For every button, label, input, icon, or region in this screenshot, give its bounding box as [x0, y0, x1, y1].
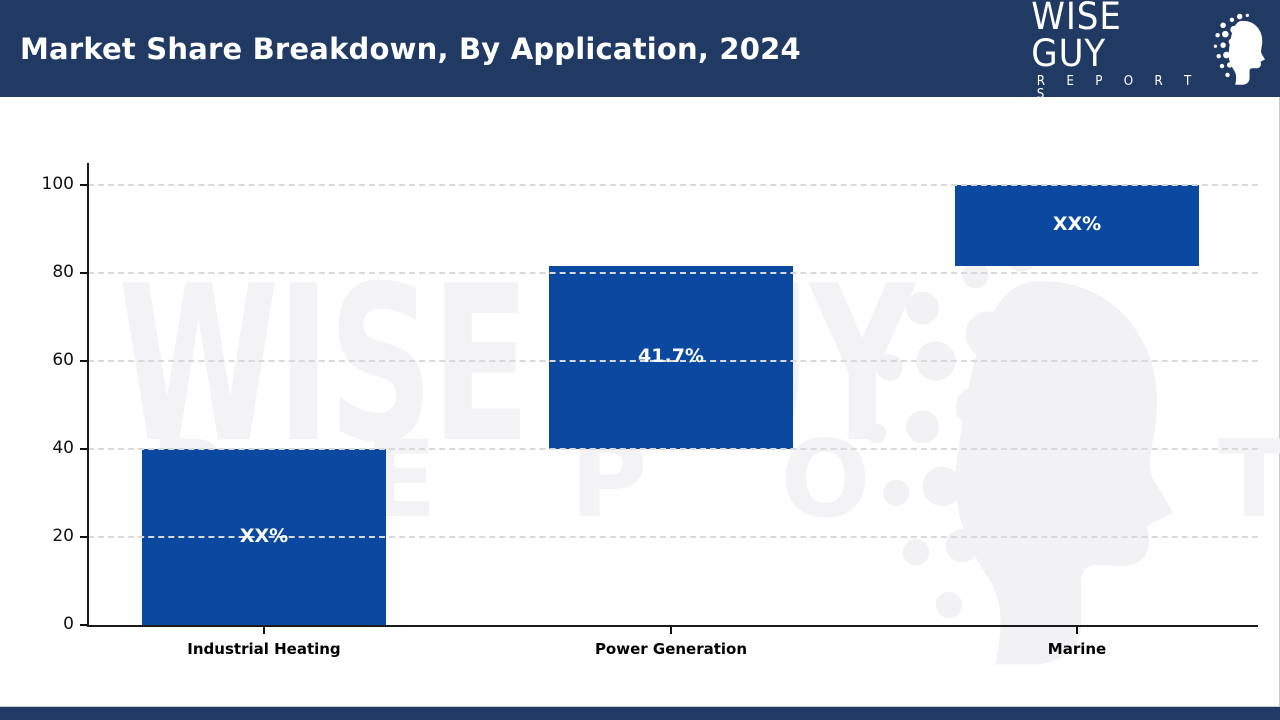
page-title: Market Share Breakdown, By Application, …	[20, 31, 801, 66]
watermark-head-icon	[866, 238, 1174, 665]
footer-bar	[0, 707, 1280, 720]
logo-text: WISE GUY R E P O R T S	[1031, 0, 1207, 101]
logo-subtitle: R E P O R T S	[1036, 73, 1201, 102]
logo-wordmark: WISE GUY	[1031, 0, 1122, 75]
header-bar: Market Share Breakdown, By Application, …	[0, 0, 1280, 101]
logo-head-icon	[1213, 13, 1265, 85]
footer-hairline	[0, 706, 1280, 707]
wise-guy-reports-logo: WISE GUY R E P O R T S	[1016, 0, 1266, 101]
watermark: WISE GUY R E P O R T S	[0, 97, 1280, 707]
